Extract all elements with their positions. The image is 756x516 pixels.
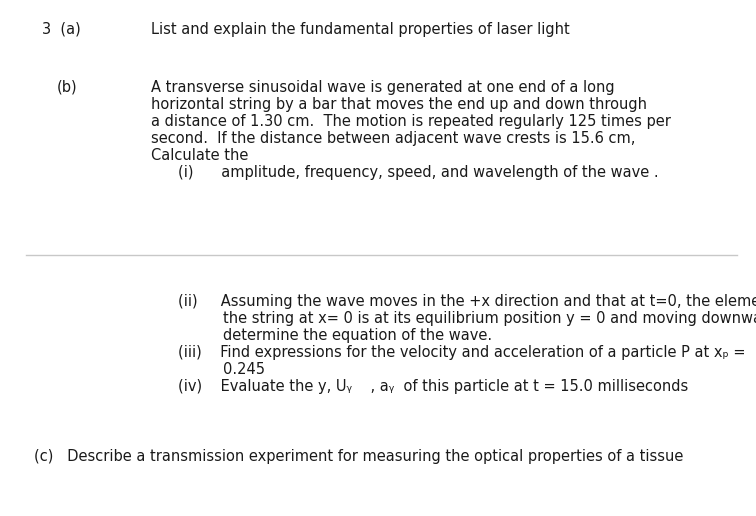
- Text: List and explain the fundamental properties of laser light: List and explain the fundamental propert…: [151, 22, 570, 37]
- Text: the string at x= 0 is at its equilibrium position y = 0 and moving downward,: the string at x= 0 is at its equilibrium…: [223, 311, 756, 326]
- Text: 0.245: 0.245: [223, 362, 265, 377]
- Text: determine the equation of the wave.: determine the equation of the wave.: [223, 328, 492, 343]
- Text: (i)      amplitude, frequency, speed, and wavelength of the wave .: (i) amplitude, frequency, speed, and wav…: [178, 165, 658, 180]
- Text: second.  If the distance between adjacent wave crests is 15.6 cm,: second. If the distance between adjacent…: [151, 131, 636, 146]
- Text: (b): (b): [57, 80, 77, 95]
- Text: (c)   Describe a transmission experiment for measuring the optical properties of: (c) Describe a transmission experiment f…: [34, 449, 683, 464]
- Text: horizontal string by a bar that moves the end up and down through: horizontal string by a bar that moves th…: [151, 97, 647, 112]
- Text: 3  (a): 3 (a): [42, 22, 80, 37]
- Text: a distance of 1.30 cm.  The motion is repeated regularly 125 times per: a distance of 1.30 cm. The motion is rep…: [151, 114, 671, 129]
- Text: (iv)    Evaluate the y, Uᵧ    , aᵧ  of this particle at t = 15.0 milliseconds: (iv) Evaluate the y, Uᵧ , aᵧ of this par…: [178, 379, 688, 394]
- Text: (iii)    Find expressions for the velocity and acceleration of a particle P at x: (iii) Find expressions for the velocity …: [178, 345, 745, 360]
- Text: (ii)     Assuming the wave moves in the +x direction and that at t=0, the elemen: (ii) Assuming the wave moves in the +x d…: [178, 294, 756, 309]
- Text: A transverse sinusoidal wave is generated at one end of a long: A transverse sinusoidal wave is generate…: [151, 80, 615, 95]
- Text: Calculate the: Calculate the: [151, 148, 249, 163]
